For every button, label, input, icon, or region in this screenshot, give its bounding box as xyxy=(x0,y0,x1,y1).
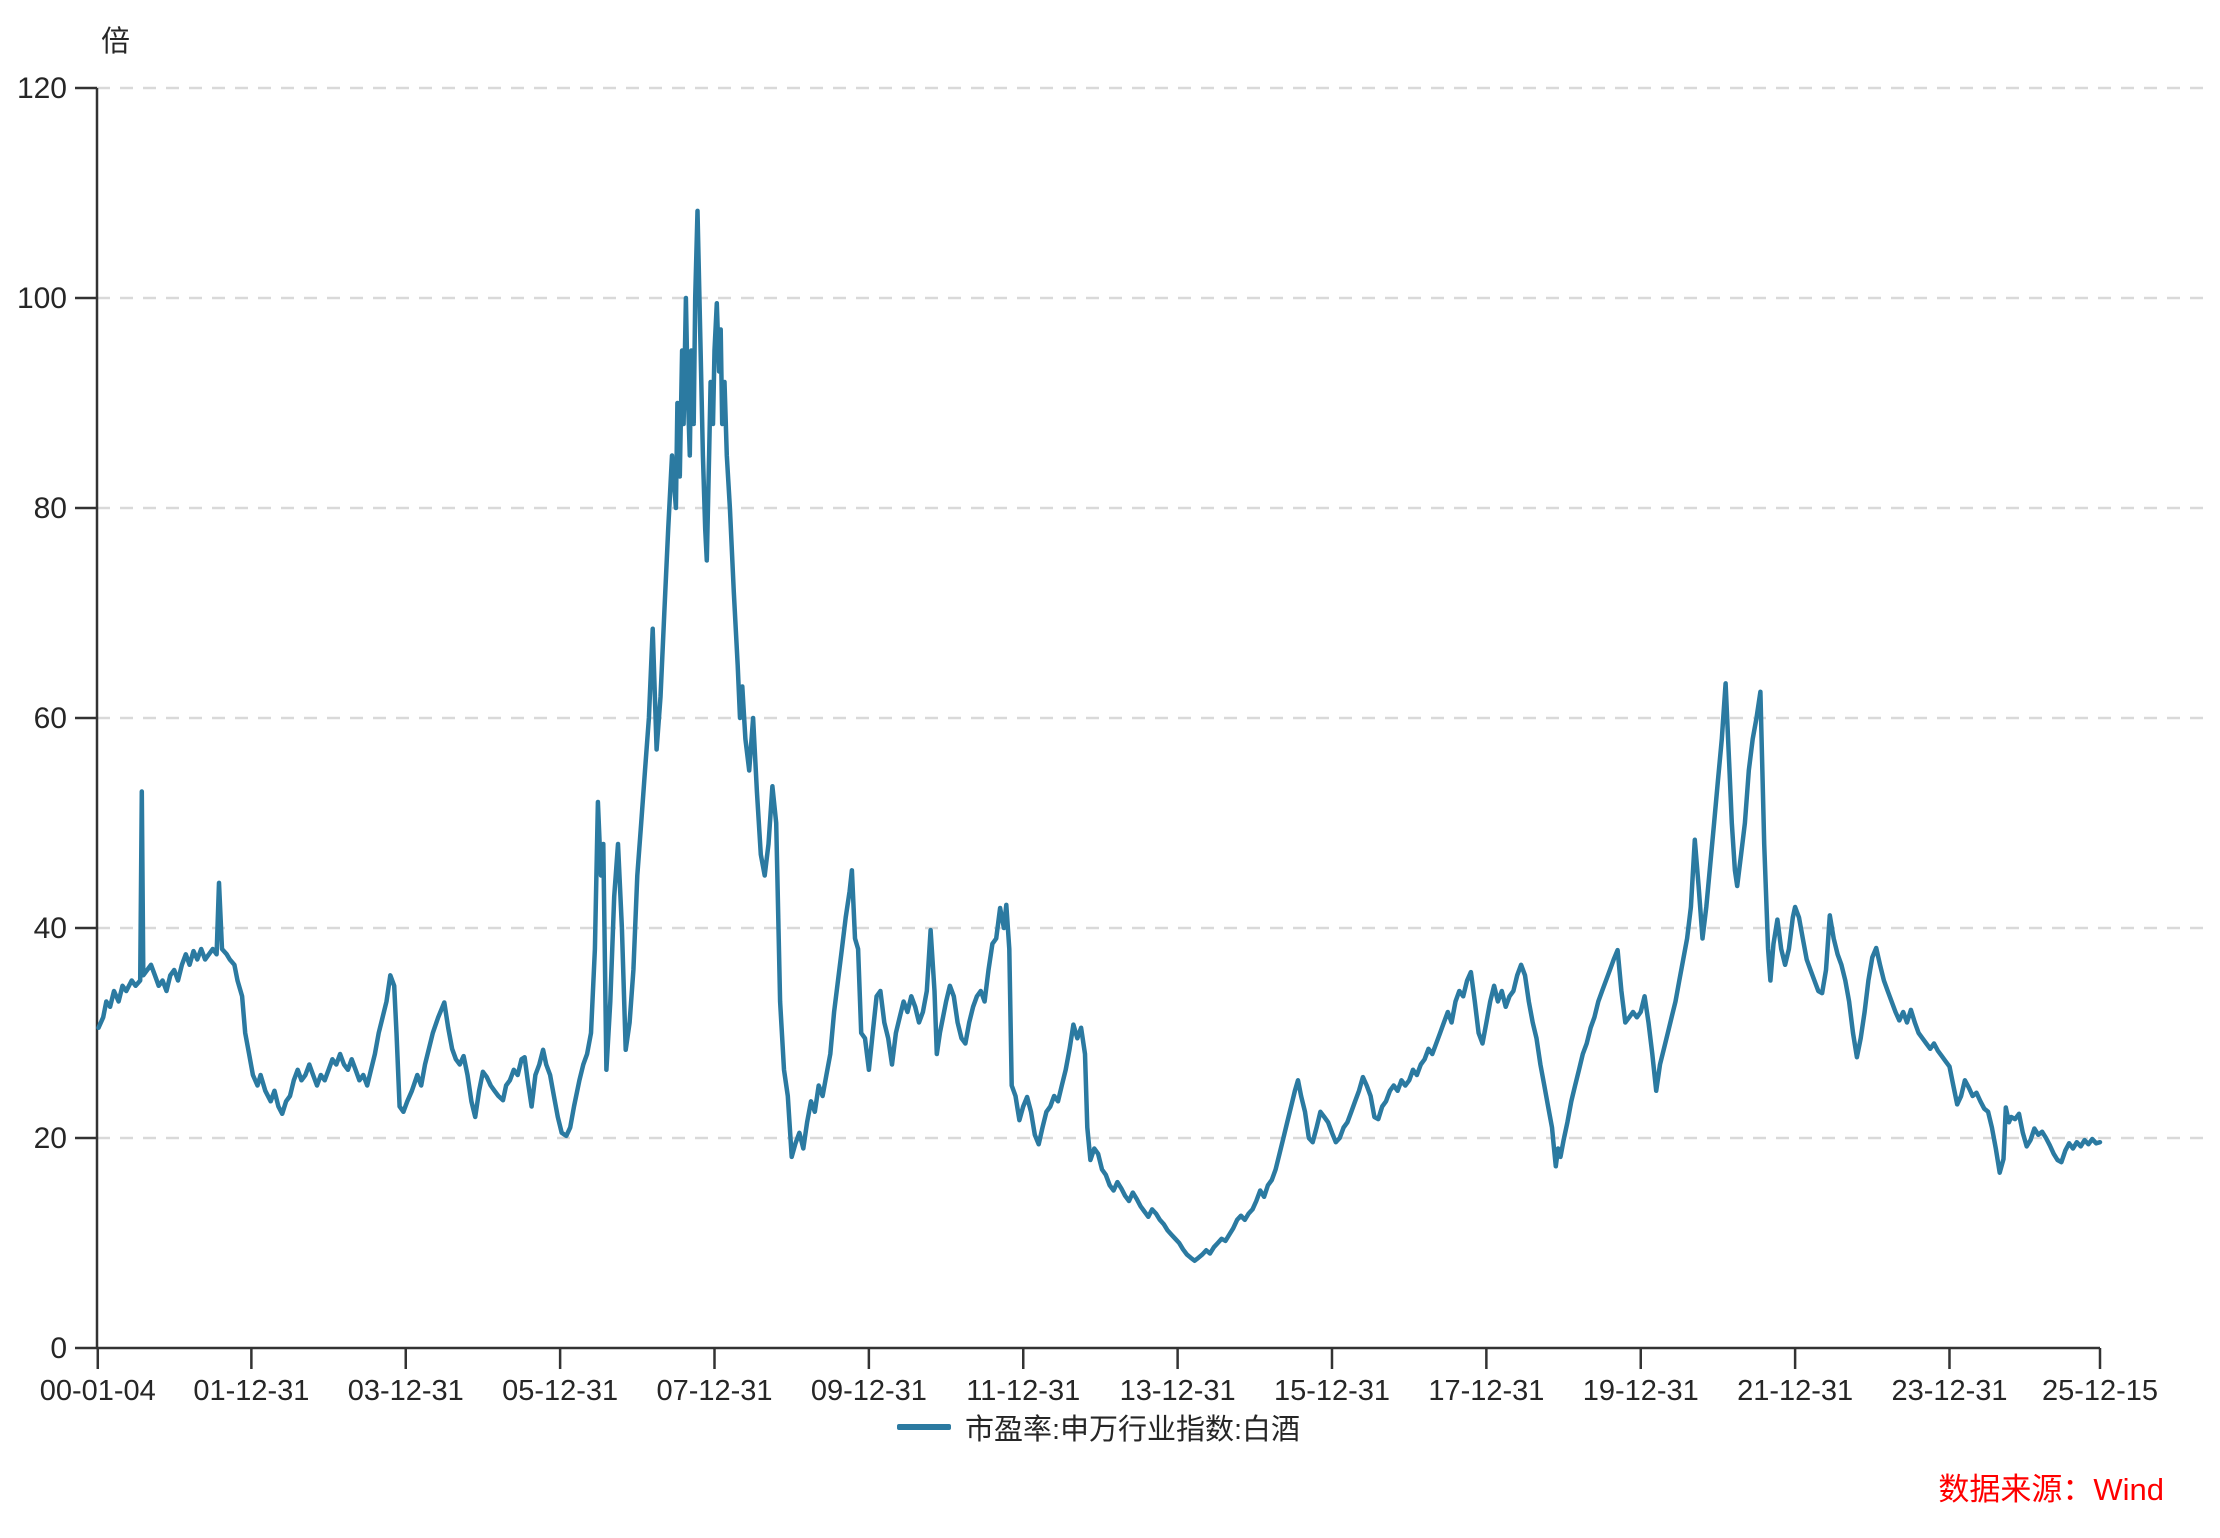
svg-text:25-12-15: 25-12-15 xyxy=(2042,1375,2158,1407)
svg-text:21-12-31: 21-12-31 xyxy=(1737,1375,1853,1407)
series-line xyxy=(96,208,2103,1264)
svg-text:120: 120 xyxy=(17,72,67,105)
svg-text:100: 100 xyxy=(17,282,67,315)
svg-text:40: 40 xyxy=(34,912,67,945)
svg-text:19-12-31: 19-12-31 xyxy=(1583,1375,1699,1407)
y-axis xyxy=(75,86,99,1350)
svg-text:0: 0 xyxy=(50,1332,67,1365)
svg-text:07-12-31: 07-12-31 xyxy=(656,1375,772,1407)
svg-text:09-12-31: 09-12-31 xyxy=(811,1375,927,1407)
x-tick-labels: 00-01-04 01-12-31 03-12-31 05-12-31 07-12-31… xyxy=(40,1375,2158,1407)
svg-text:01-12-31: 01-12-31 xyxy=(193,1375,309,1407)
svg-text:20: 20 xyxy=(34,1122,67,1155)
svg-text:03-12-31: 03-12-31 xyxy=(348,1375,464,1407)
svg-text:60: 60 xyxy=(34,702,67,735)
svg-text:17-12-31: 17-12-31 xyxy=(1428,1375,1544,1407)
svg-text:00-01-04: 00-01-04 xyxy=(40,1375,156,1407)
y-tick-labels: 0 20 40 60 80 100 120 xyxy=(17,72,67,1365)
x-axis xyxy=(96,1346,2102,1369)
legend-line-swatch xyxy=(896,1424,951,1430)
svg-text:13-12-31: 13-12-31 xyxy=(1120,1375,1236,1407)
gridlines xyxy=(97,86,2210,1140)
svg-text:23-12-31: 23-12-31 xyxy=(1891,1375,2007,1407)
legend-series-label: 市盈率:申万行业指数:白酒 xyxy=(964,1414,1301,1446)
legend: 市盈率:申万行业指数:白酒 xyxy=(97,1406,2100,1448)
svg-text:15-12-31: 15-12-31 xyxy=(1274,1375,1390,1407)
svg-text:80: 80 xyxy=(34,492,67,525)
svg-text:05-12-31: 05-12-31 xyxy=(502,1375,618,1407)
data-source-label: 数据来源：Wind xyxy=(1938,1472,2164,1507)
y-axis-unit-label: 倍 xyxy=(101,26,131,58)
svg-text:11-12-31: 11-12-31 xyxy=(966,1375,1080,1407)
